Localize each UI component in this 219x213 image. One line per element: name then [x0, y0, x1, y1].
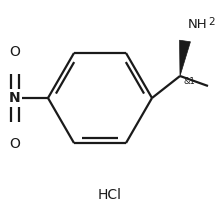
Text: O: O	[10, 45, 20, 59]
Text: NH: NH	[188, 18, 208, 31]
Text: &1: &1	[183, 77, 195, 86]
Polygon shape	[180, 40, 191, 76]
Text: HCl: HCl	[98, 188, 122, 202]
Text: N: N	[9, 91, 21, 105]
Text: O: O	[10, 137, 20, 151]
Text: 2: 2	[208, 17, 215, 27]
